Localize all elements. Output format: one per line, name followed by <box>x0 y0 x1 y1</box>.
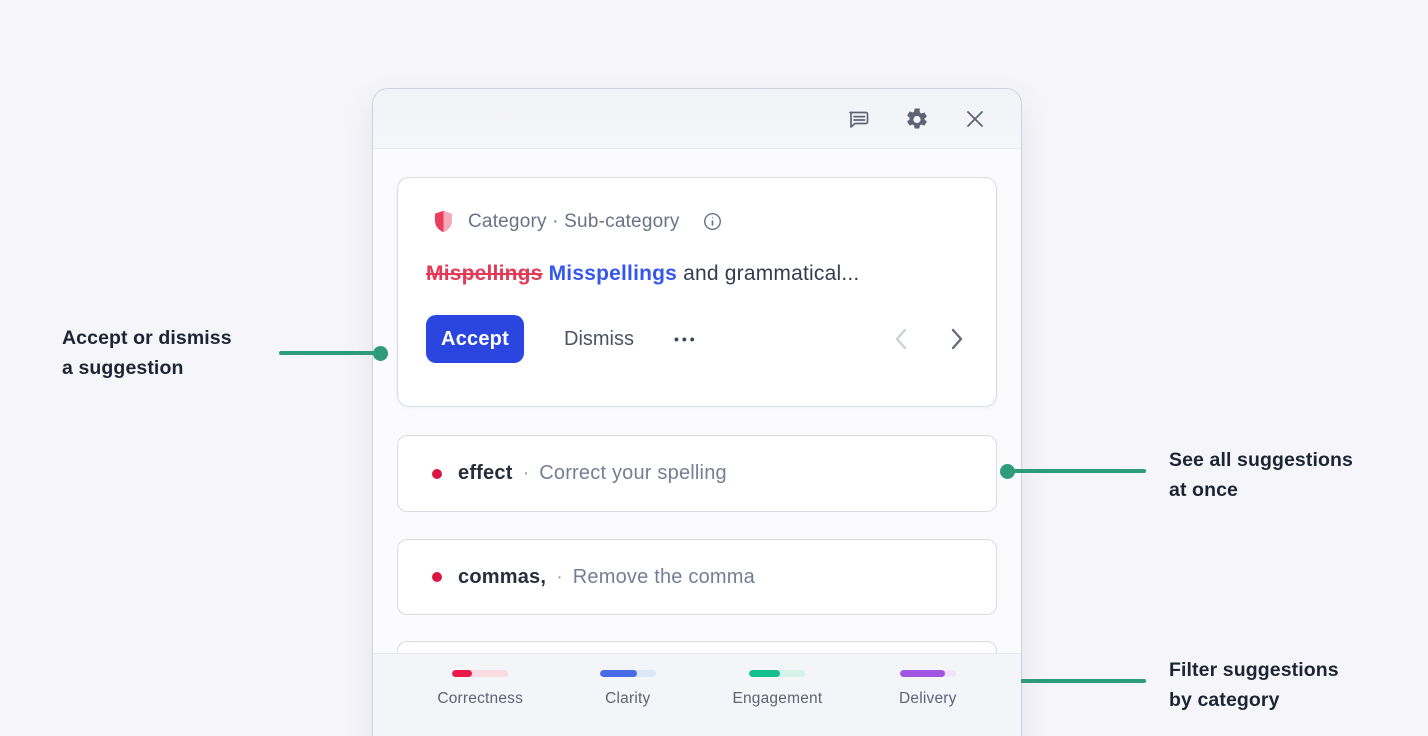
action-row: Accept Dismiss ••• <box>426 315 968 363</box>
annotation-line-text: See all suggestions <box>1169 449 1353 471</box>
filter-delivery[interactable]: Delivery <box>899 670 957 708</box>
filter-clarity[interactable]: Clarity <box>599 670 656 708</box>
annotation-accept-dismiss: Accept or dismiss a suggestion <box>62 323 232 383</box>
filter-bar: Correctness Clarity Engagement Delivery <box>373 653 1021 736</box>
filter-progress-fill <box>599 670 637 677</box>
suggestion-detail-card: Category · Sub-category Mispellings Miss… <box>397 177 997 407</box>
connector-dot <box>373 346 388 361</box>
connector-line <box>1008 469 1146 473</box>
filter-label: Delivery <box>899 690 957 707</box>
comment-icon[interactable] <box>847 107 871 131</box>
replacement-word: Misspellings <box>548 262 678 285</box>
category-row: Category · Sub-category <box>434 210 968 233</box>
dismiss-button[interactable]: Dismiss <box>564 327 634 350</box>
annotation-line-text: at once <box>1169 479 1238 501</box>
filter-progress-fill <box>452 670 473 677</box>
connector-line <box>1006 679 1146 683</box>
annotation-see-all: See all suggestions at once <box>1169 445 1353 505</box>
accept-button[interactable]: Accept <box>426 315 524 363</box>
annotation-line-text: a suggestion <box>62 357 184 379</box>
filter-progress-pill <box>749 670 806 677</box>
filter-progress-fill <box>749 670 781 677</box>
suggestion-nav <box>894 327 968 351</box>
annotation-line-text: Accept or dismiss <box>62 327 232 349</box>
suggestion-list-item[interactable]: commas, · Remove the comma <box>397 539 997 615</box>
sentence-rest: and grammatical... <box>677 262 860 285</box>
suggestion-list-item[interactable]: effect · Correct your spelling <box>397 435 997 512</box>
correctness-dot-icon <box>432 468 442 479</box>
annotation-filter-by: Filter suggestions by category <box>1169 655 1339 715</box>
connector-line <box>279 351 383 355</box>
filter-correctness[interactable]: Correctness <box>437 670 523 708</box>
chevron-left-icon[interactable] <box>894 327 909 351</box>
filter-progress-pill <box>899 670 956 677</box>
category-label: Category · Sub-category <box>468 210 680 232</box>
panel-header <box>373 89 1021 149</box>
filter-progress-pill <box>452 670 509 677</box>
filter-progress-pill <box>599 670 656 677</box>
connector-dot <box>1000 464 1015 479</box>
more-options-button[interactable]: ••• <box>674 331 698 347</box>
suggestion-word: effect <box>458 462 513 484</box>
assistant-panel: Category · Sub-category Mispellings Miss… <box>372 88 1022 736</box>
annotation-line-text: by category <box>1169 689 1280 711</box>
filter-engagement[interactable]: Engagement <box>732 670 822 708</box>
annotation-line-text: Filter suggestions <box>1169 659 1339 681</box>
deleted-word: Mispellings <box>426 262 543 285</box>
shield-icon <box>434 210 453 233</box>
filter-label: Correctness <box>437 690 524 707</box>
suggestion-word: commas, <box>458 565 547 588</box>
separator-dot: · <box>522 462 530 484</box>
suggestion-sentence: Mispellings Misspellings and grammatical… <box>426 262 968 286</box>
filter-label: Clarity <box>605 690 651 707</box>
filter-progress-fill <box>899 670 945 677</box>
settings-icon[interactable] <box>905 107 929 131</box>
info-icon[interactable] <box>703 212 722 231</box>
chevron-right-icon[interactable] <box>949 327 964 351</box>
filter-label: Engagement <box>732 690 823 707</box>
separator-dot: · <box>556 565 563 588</box>
suggestion-hint: Remove the comma <box>572 565 755 588</box>
suggestion-hint: Correct your spelling <box>539 462 727 484</box>
correctness-dot-icon <box>432 572 442 582</box>
close-icon[interactable] <box>963 107 987 131</box>
